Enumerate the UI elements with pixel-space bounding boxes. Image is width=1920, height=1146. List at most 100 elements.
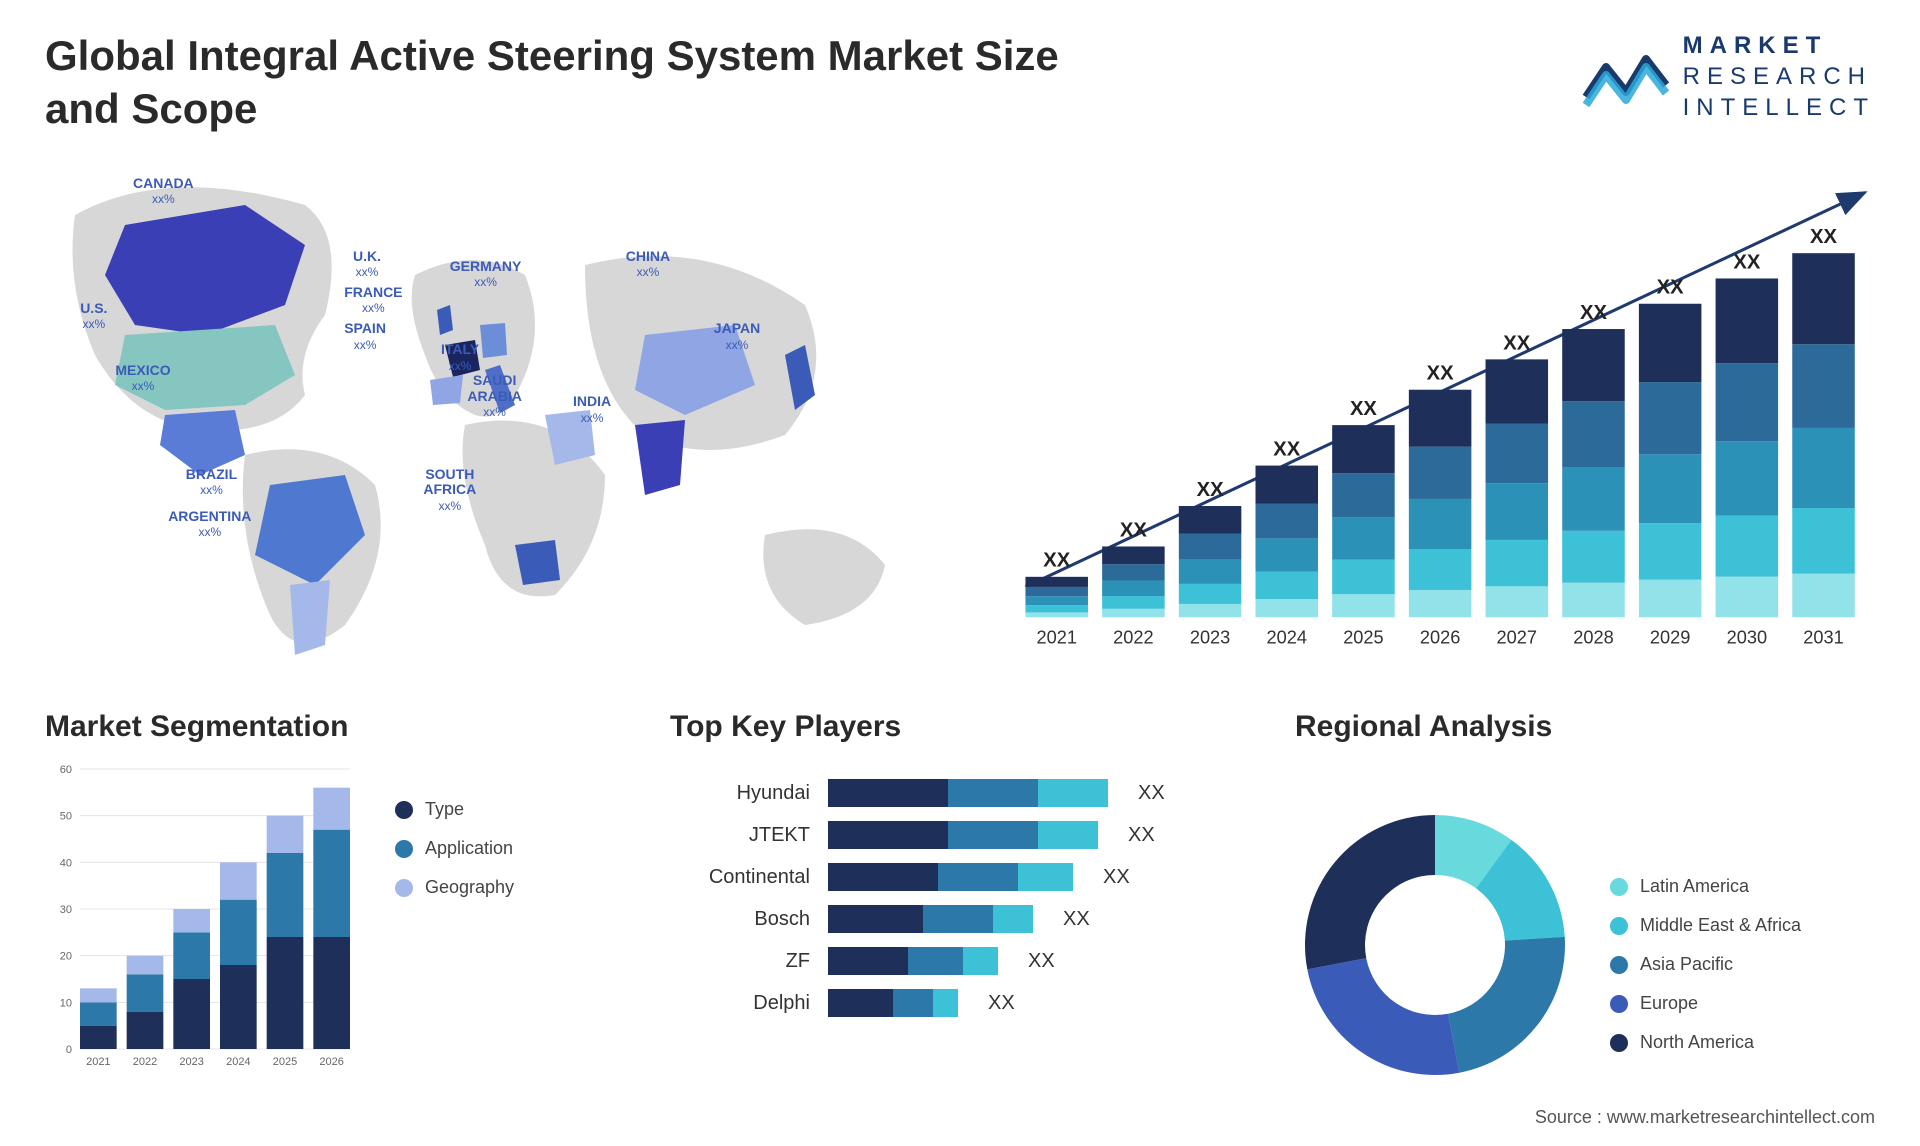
logo-icon [1581,47,1671,107]
country-label-china: CHINAxx% [626,249,670,280]
svg-text:2021: 2021 [1036,628,1076,648]
player-value: XX [1138,782,1165,805]
svg-text:XX: XX [1580,302,1607,324]
legend-item: North America [1610,1032,1801,1053]
legend-item: Geography [395,877,514,898]
svg-text:2028: 2028 [1573,628,1613,648]
country-label-japan: JAPANxx% [714,321,760,352]
brand-logo: MARKET RESEARCH INTELLECT [1581,30,1875,124]
players-chart: Hyundai XX JTEKT XX Continental XX Bosch XX ZF XX… [670,759,1250,1130]
svg-text:XX: XX [1810,226,1837,248]
country-label-argentina: ARGENTINAxx% [168,509,251,540]
country-label-mexico: MEXICOxx% [115,363,170,394]
player-value: XX [1103,866,1130,889]
country-label-canada: CANADAxx% [133,176,194,207]
page-title: Global Integral Active Steering System M… [45,30,1145,135]
segmentation-panel: Market Segmentation 0 10 20 30 40 50 60 2021 202… [45,710,625,1130]
player-name: Continental [670,866,810,889]
player-row: JTEKT XX [670,821,1250,849]
svg-text:2026: 2026 [319,1056,343,1068]
country-label-spain: SPAINxx% [344,321,386,352]
player-row: Continental XX [670,863,1250,891]
svg-text:2027: 2027 [1497,628,1537,648]
player-bar [828,905,1033,933]
player-value: XX [988,992,1015,1015]
country-label-italy: ITALYxx% [441,342,479,373]
country-label-saudiarabia: SAUDIARABIAxx% [467,373,521,419]
svg-text:10: 10 [60,997,72,1009]
regional-donut [1295,805,1575,1085]
svg-text:XX: XX [1733,251,1760,273]
players-title: Top Key Players [670,710,1250,744]
player-bar [828,863,1073,891]
svg-text:20: 20 [60,951,72,963]
svg-text:XX: XX [1120,519,1147,541]
legend-item: Application [395,838,514,859]
svg-text:0: 0 [66,1044,72,1056]
player-name: ZF [670,950,810,973]
players-panel: Top Key Players HyundaiXXJTEKTXXContinen… [670,710,1250,1130]
country-label-india: INDIAxx% [573,394,611,425]
country-label-germany: GERMANYxx% [450,259,522,290]
player-row: Bosch XX [670,905,1250,933]
market-growth-chart: XX 2021 XX 2022 XX 2023 XX 2024 XX 2025 XX 2026 XX 20… [985,155,1875,675]
player-name: Delphi [670,992,810,1015]
svg-text:2021: 2021 [86,1056,110,1068]
segmentation-legend: Type Application Geography [395,759,514,898]
svg-text:XX: XX [1273,438,1300,460]
legend-item: Europe [1610,993,1801,1014]
svg-text:30: 30 [60,904,72,916]
country-label-brazil: BRAZILxx% [186,467,237,498]
player-row: Delphi XX [670,989,1250,1017]
source-attribution: Source : www.marketresearchintellect.com [1535,1107,1875,1128]
legend-item: Asia Pacific [1610,954,1801,975]
logo-text: MARKET RESEARCH INTELLECT [1683,30,1875,124]
svg-text:2024: 2024 [1267,628,1307,648]
regional-title: Regional Analysis [1295,710,1875,744]
player-value: XX [1028,950,1055,973]
svg-text:2030: 2030 [1727,628,1767,648]
svg-text:50: 50 [60,811,72,823]
segmentation-chart: 0 10 20 30 40 50 60 2021 2022 2023 2024 2025 2026 [45,759,365,1089]
player-row: Hyundai XX [670,779,1250,807]
svg-text:60: 60 [60,764,72,776]
player-name: Hyundai [670,782,810,805]
svg-text:2031: 2031 [1803,628,1843,648]
player-bar [828,947,998,975]
country-label-france: FRANCExx% [344,285,402,316]
svg-text:XX: XX [1043,550,1070,572]
svg-text:XX: XX [1427,363,1454,385]
svg-text:2024: 2024 [226,1056,250,1068]
player-value: XX [1063,908,1090,931]
svg-text:XX: XX [1503,332,1530,354]
regional-legend: Latin America Middle East & Africa Asia Pa… [1610,836,1801,1053]
player-bar [828,821,1098,849]
player-bar [828,779,1108,807]
svg-text:XX: XX [1350,398,1377,420]
regional-panel: Regional Analysis Latin America Middle Ea… [1295,710,1875,1130]
legend-item: Type [395,799,514,820]
legend-item: Middle East & Africa [1610,915,1801,936]
svg-text:2023: 2023 [1190,628,1230,648]
player-value: XX [1128,824,1155,847]
svg-text:XX: XX [1657,277,1684,299]
player-name: JTEKT [670,824,810,847]
country-label-us: U.S.xx% [80,301,107,332]
player-bar [828,989,958,1017]
svg-text:2025: 2025 [1343,628,1383,648]
svg-text:2026: 2026 [1420,628,1460,648]
svg-text:2029: 2029 [1650,628,1690,648]
country-label-uk: U.K.xx% [353,249,381,280]
player-name: Bosch [670,908,810,931]
svg-text:2023: 2023 [179,1056,203,1068]
svg-text:2025: 2025 [273,1056,297,1068]
country-label-southafrica: SOUTHAFRICAxx% [423,467,476,513]
svg-text:XX: XX [1197,479,1224,501]
player-row: ZF XX [670,947,1250,975]
svg-text:2022: 2022 [133,1056,157,1068]
svg-text:40: 40 [60,857,72,869]
segmentation-title: Market Segmentation [45,710,625,744]
legend-item: Latin America [1610,876,1801,897]
world-map-panel: CANADAxx% U.S.xx% MEXICOxx% BRAZILxx% ARGENT… [45,155,925,675]
svg-text:2022: 2022 [1113,628,1153,648]
